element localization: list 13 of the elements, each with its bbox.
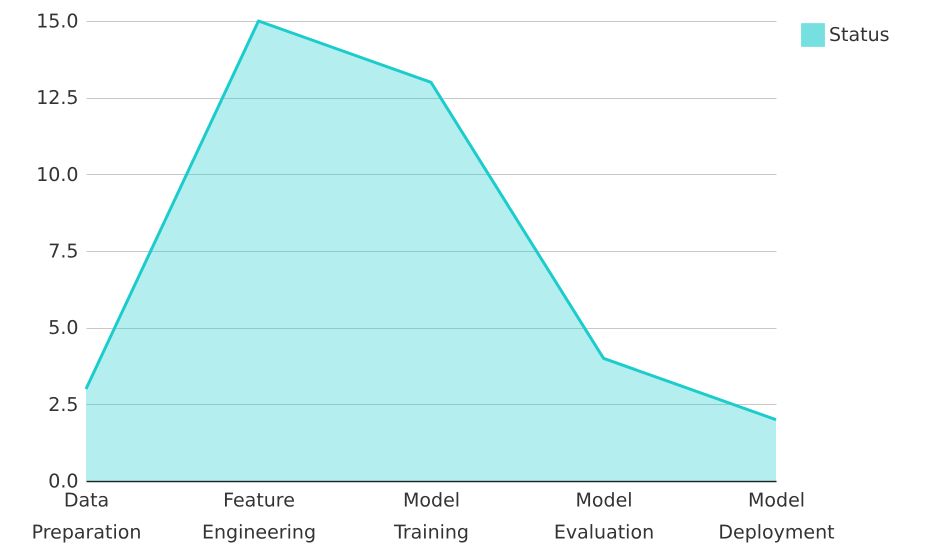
y-tick-label: 5.0 xyxy=(48,317,78,340)
legend-label: Status xyxy=(829,24,890,46)
y-tick-label: 15.0 xyxy=(36,10,78,32)
x-tick-label: Model Evaluation xyxy=(554,490,654,544)
y-tick-label: 2.5 xyxy=(48,394,78,416)
y-tick-label: 7.5 xyxy=(48,240,78,262)
y-tick-label: 0.0 xyxy=(48,470,78,492)
x-tick-label: Data Preparation xyxy=(32,490,142,544)
x-tick-label: Feature Engineering xyxy=(202,490,316,544)
x-tick-label: Model Deployment xyxy=(718,490,835,544)
y-tick-label: 10.0 xyxy=(36,164,78,186)
y-tick-label: 12.5 xyxy=(36,87,78,110)
x-tick-label: Model Training xyxy=(393,490,469,544)
